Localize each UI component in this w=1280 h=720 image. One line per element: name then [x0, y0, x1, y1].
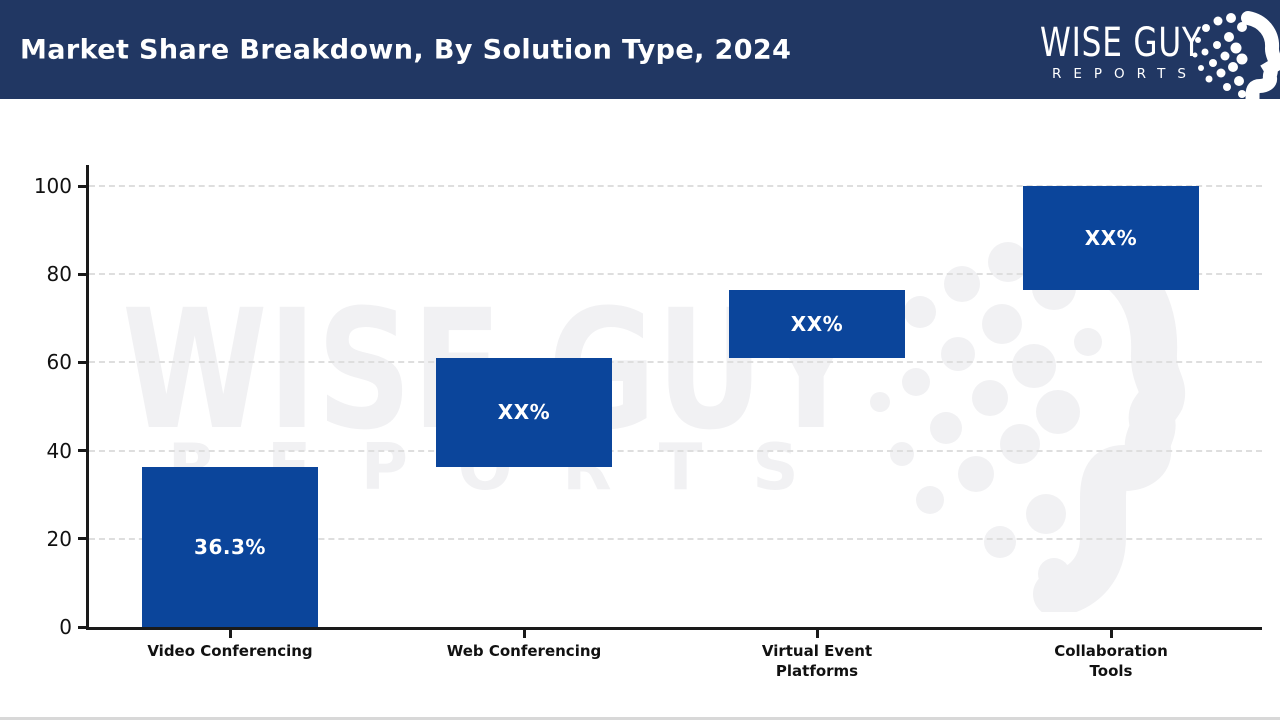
- x-axis-label: Collaboration Tools: [1054, 642, 1168, 680]
- y-axis-line: [86, 165, 89, 630]
- brand-logo: WISE GUY REPORTS: [1040, 8, 1280, 102]
- y-axis-label: 100: [33, 174, 72, 198]
- y-tick: [78, 537, 87, 541]
- y-tick: [78, 625, 87, 629]
- gridline: [89, 273, 1262, 276]
- y-axis-label: 20: [46, 526, 72, 551]
- bar: 36.3%: [142, 466, 318, 627]
- watermark-head-profile: [870, 231, 1186, 612]
- x-axis-label: Virtual Event Platforms: [761, 642, 873, 680]
- x-tick: [522, 630, 526, 638]
- bar-value-label: 36.3%: [194, 534, 266, 559]
- head-profile-icon: [1192, 11, 1280, 102]
- gridline: [89, 185, 1262, 187]
- y-axis-label: 40: [46, 438, 72, 463]
- bar: XX%: [1023, 186, 1199, 290]
- gridline: [89, 449, 1262, 452]
- y-tick: [78, 272, 87, 276]
- x-tick: [228, 630, 232, 638]
- x-axis-label: Web Conferencing: [446, 642, 602, 660]
- brand-name: WISE GUY: [1040, 20, 1202, 66]
- y-tick: [78, 449, 87, 453]
- bottom-border: [0, 717, 1280, 720]
- bar: XX%: [436, 357, 612, 467]
- x-axis-line: [86, 627, 1262, 630]
- y-tick: [78, 360, 87, 364]
- x-tick: [1109, 630, 1113, 638]
- gridline: [89, 537, 1262, 540]
- x-axis-label: Video Conferencing: [147, 642, 313, 660]
- y-axis-label: 0: [59, 615, 72, 639]
- bar-value-label: XX%: [1084, 225, 1138, 250]
- bar: XX%: [729, 289, 905, 358]
- brand-subtitle: REPORTS: [1052, 66, 1198, 82]
- bar-value-label: XX%: [497, 400, 551, 425]
- header-bar: Market Share Breakdown, By Solution Type…: [0, 0, 1280, 102]
- x-tick: [815, 630, 819, 638]
- chart-title: Market Share Breakdown, By Solution Type…: [20, 34, 792, 65]
- y-axis-label: 60: [46, 350, 72, 375]
- y-axis-label: 80: [46, 262, 72, 287]
- gridline: [89, 361, 1262, 364]
- y-tick: [78, 184, 87, 188]
- bar-value-label: XX%: [790, 311, 844, 336]
